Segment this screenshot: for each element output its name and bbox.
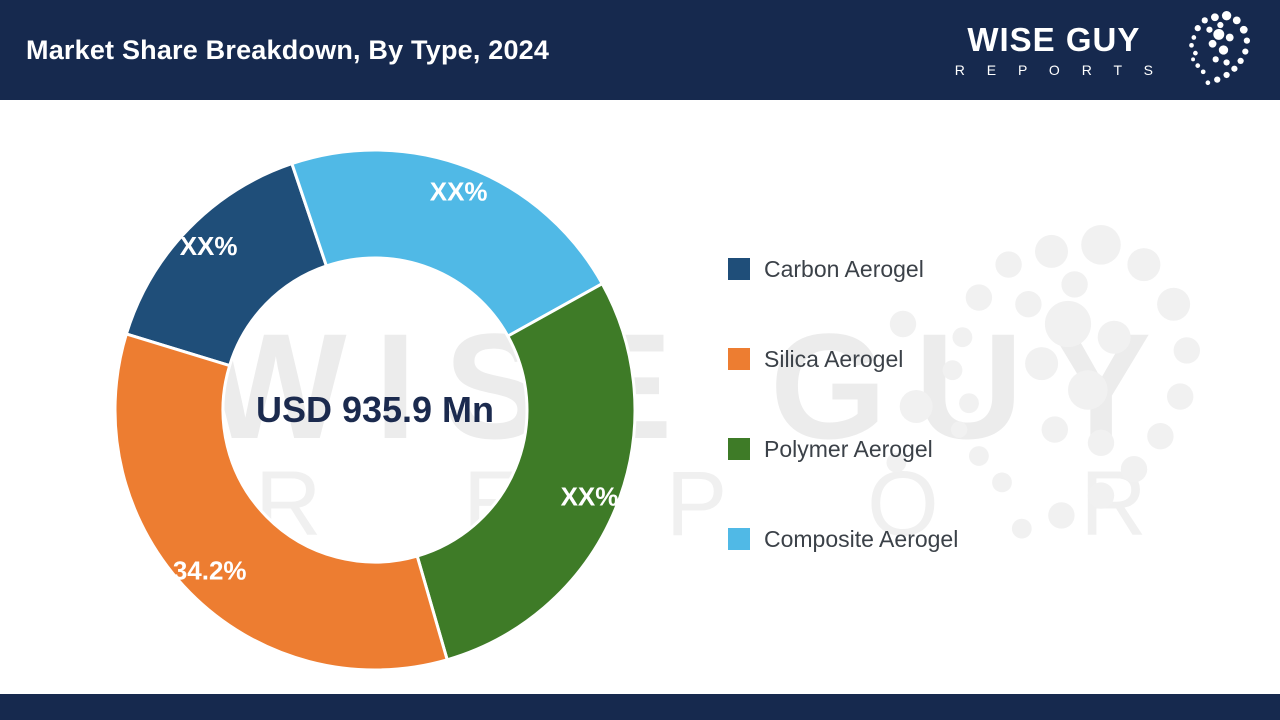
footer-bar [0, 694, 1280, 720]
legend-swatch [728, 528, 750, 550]
donut-chart: XX% XX% XX% 34.2% [113, 148, 637, 672]
legend-swatch [728, 258, 750, 280]
brand-text: WISE GUY R E P O R T S [946, 23, 1162, 78]
donut-segment-carbon-aerogel [124, 161, 329, 368]
donut-segment-silica-aerogel [113, 332, 450, 672]
page-title: Market Share Breakdown, By Type, 2024 [26, 34, 550, 65]
chart-legend: Carbon Aerogel Silica Aerogel Polymer Aero… [728, 252, 958, 556]
brand-name: WISE GUY [967, 20, 1141, 58]
legend-label: Composite Aerogel [764, 525, 959, 552]
legend-item-polymer-aerogel: Polymer Aerogel [728, 432, 958, 466]
legend-label: Silica Aerogel [764, 345, 904, 372]
legend-item-carbon-aerogel: Carbon Aerogel [728, 252, 958, 286]
chart-center-value: USD 935.9 Mn [255, 389, 495, 430]
segment-label-polymer-aerogel: XX% [561, 481, 619, 511]
donut-segment-composite-aerogel [289, 148, 605, 339]
legend-item-silica-aerogel: Silica Aerogel [728, 342, 958, 376]
header-bar: Market Share Breakdown, By Type, 2024 WI… [0, 0, 1280, 100]
segment-label-silica-aerogel: 34.2% [173, 556, 247, 586]
legend-label: Polymer Aerogel [764, 435, 933, 462]
dotted-head-icon [1189, 11, 1250, 86]
brand-logo: WISE GUY R E P O R T S [946, 8, 1250, 92]
segment-label-carbon-aerogel: XX% [180, 231, 238, 261]
legend-label: Carbon Aerogel [764, 255, 924, 282]
legend-swatch [728, 438, 750, 460]
legend-item-composite-aerogel: Composite Aerogel [728, 522, 958, 556]
segment-label-composite-aerogel: XX% [430, 176, 488, 206]
legend-swatch [728, 348, 750, 370]
donut-segment-polymer-aerogel [415, 281, 637, 662]
brand-subtitle: R E P O R T S [954, 61, 1162, 78]
chart-area: WISE GUY R E P O R T S XX%XX%XX%34.2% US… [0, 100, 1280, 694]
